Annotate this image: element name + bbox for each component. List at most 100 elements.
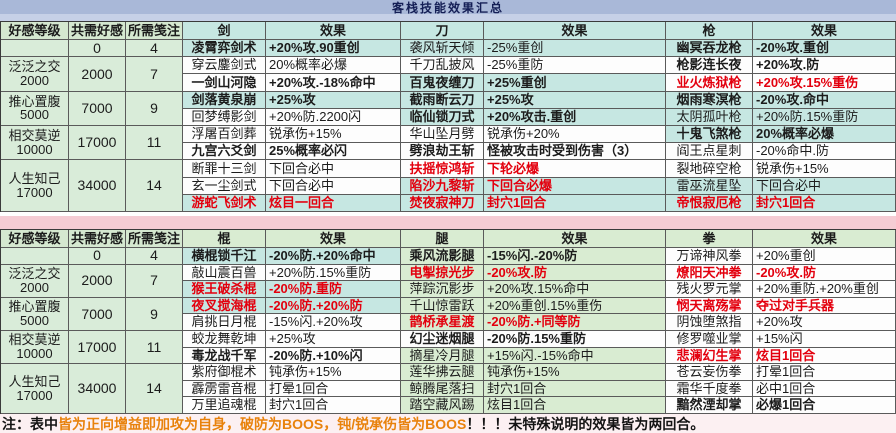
skill-name-cell: 阎王点星刺 bbox=[666, 143, 753, 161]
skill-name-cell: 悯天离殇掌 bbox=[666, 297, 753, 315]
notes-required-cell: 14 bbox=[126, 364, 183, 414]
skill-name-cell: 萍踪沉影步 bbox=[401, 281, 484, 298]
skill-name-cell: 残火罗元掌 bbox=[666, 281, 753, 298]
skill-name-cell: 回梦缚影剑 bbox=[183, 108, 266, 126]
skill-name-cell: 游蛇飞剑术 bbox=[183, 194, 266, 212]
level-cell: 推心置腹 5000 bbox=[1, 91, 69, 126]
skill-effect-cell: 炫目1回合 bbox=[753, 347, 896, 365]
skill-effect-cell: -25%重防 bbox=[484, 57, 666, 75]
skill-effect-cell: 钝承伤+15% bbox=[484, 364, 666, 381]
skill-name-cell: 蛟龙舞乾坤 bbox=[183, 331, 266, 348]
level-threshold: 5000 bbox=[20, 107, 49, 123]
skill-effect-cell: 锐承伤+20% bbox=[484, 126, 666, 144]
skill-name-cell: 穿云鏖剑式 bbox=[183, 57, 266, 75]
weapon-header: 枪 bbox=[666, 22, 753, 40]
skill-name-cell: 电掣掠光步 bbox=[401, 264, 484, 282]
skill-name-cell: 肩挑日月棍 bbox=[183, 314, 266, 331]
skill-name-cell: 夜叉搅海棍 bbox=[183, 297, 266, 315]
skill-name-cell: 浮屠百剑葬 bbox=[183, 126, 266, 144]
level-cell: 人生知己 17000 bbox=[1, 160, 69, 212]
footer-suffix: ！！！未特殊说明的效果皆为两回合。 bbox=[466, 415, 705, 432]
skill-effect-cell: +20%防.15%重防 bbox=[266, 264, 401, 282]
skill-name-cell: 莲华拂云腿 bbox=[401, 364, 484, 381]
skill-name-cell: 猴王破杀棍 bbox=[183, 281, 266, 298]
skill-effect-cell: 钝承伤+15% bbox=[266, 364, 401, 381]
effect-header: 效果 bbox=[753, 230, 896, 248]
skill-name-cell: 太阴孤叶枪 bbox=[666, 108, 753, 126]
skill-name-cell: 烟雨寒溟枪 bbox=[666, 91, 753, 109]
skill-name-cell: 九宫六爻剑 bbox=[183, 143, 266, 161]
skill-effect-cell: 炫目一回合 bbox=[266, 194, 401, 212]
effect-header: 效果 bbox=[266, 230, 401, 248]
skill-effect-cell: -20%命中.防 bbox=[753, 143, 896, 161]
skill-effect-cell: +20%攻.-18%命中 bbox=[266, 74, 401, 92]
skill-name-cell: 万里追魂棍 bbox=[183, 397, 266, 414]
effect-header: 效果 bbox=[484, 22, 666, 40]
weapon-skill-table-bottom: 好感等级 共需好感 所需笺注棍效果腿效果拳效果 0 4 泛泛之交 2000 2000 7 推心置腹… bbox=[0, 229, 896, 414]
skill-name-cell: 横棍锁千江 bbox=[183, 248, 266, 265]
skill-name-cell: 十鬼飞煞枪 bbox=[666, 126, 753, 144]
skill-effect-cell: +20%攻.15%重伤 bbox=[753, 74, 896, 92]
skill-effect-cell: +25%攻 bbox=[266, 91, 401, 109]
skill-name-cell: 鲸腾尾落扫 bbox=[401, 380, 484, 398]
skill-name-cell: 乘风流影腿 bbox=[401, 248, 484, 265]
skill-name-cell: 玄一尘剑式 bbox=[183, 177, 266, 195]
skill-name-cell: 雷巫流星坠 bbox=[666, 177, 753, 195]
skill-effect-cell: -20%攻.重创 bbox=[753, 40, 896, 58]
skill-effect-cell: -20%防.重防 bbox=[266, 281, 401, 298]
column-header: 好感等级 bbox=[1, 22, 69, 40]
skill-name-cell: 截雨断云刀 bbox=[401, 91, 484, 109]
skill-effect-cell: +20%攻 bbox=[753, 314, 896, 331]
skill-effect-cell: 封穴1回合 bbox=[484, 194, 666, 212]
skill-effect-cell: 下回合必中 bbox=[753, 177, 896, 195]
title-bar: 客栈技能效果汇总 bbox=[0, 0, 896, 15]
column-header: 共需好感 bbox=[69, 22, 126, 40]
skill-effect-cell: 封穴1回合 bbox=[484, 380, 666, 398]
skill-name-cell: 裂地碎空枪 bbox=[666, 160, 753, 178]
skill-effect-cell: 封穴1回合 bbox=[753, 194, 896, 212]
skill-effect-cell: 锐承伤+15% bbox=[266, 126, 401, 144]
level-name: 泛泛之交 bbox=[8, 266, 61, 282]
skill-effect-cell: 怪被攻击时受到伤害（3） bbox=[484, 143, 666, 161]
favor-total-cell: 17000 bbox=[69, 126, 126, 161]
skill-effect-cell: 20%概率必爆 bbox=[753, 126, 896, 144]
column-header: 所需笺注 bbox=[126, 22, 183, 40]
notes-required-cell: 11 bbox=[126, 126, 183, 161]
skill-effect-cell: 下回合必爆 bbox=[484, 177, 666, 195]
notes-required-cell: 4 bbox=[126, 40, 183, 58]
skill-name-cell: 帝恨寂厄枪 bbox=[666, 194, 753, 212]
notes-required-cell: 9 bbox=[126, 297, 183, 331]
skill-name-cell: 幽冥吞龙枪 bbox=[666, 40, 753, 58]
level-threshold: 5000 bbox=[20, 312, 49, 328]
skill-effect-cell: -20%防.15%重防 bbox=[484, 331, 666, 348]
skill-effect-cell: -20%防.+同等防 bbox=[484, 314, 666, 331]
skill-name-cell: 摘星冷月腿 bbox=[401, 347, 484, 365]
column-header: 共需好感 bbox=[69, 230, 126, 248]
skill-effect-cell: -20%攻.防 bbox=[753, 264, 896, 282]
skill-effect-cell: +25%重创 bbox=[484, 74, 666, 92]
skill-effect-cell: +20%攻.防 bbox=[753, 57, 896, 75]
level-cell: 泛泛之交 2000 bbox=[1, 264, 69, 298]
level-cell: 相交莫逆 10000 bbox=[1, 126, 69, 161]
skill-name-cell: 黯然湮却掌 bbox=[666, 397, 753, 414]
skill-name-cell: 幻尘迷烟腿 bbox=[401, 331, 484, 348]
column-header: 好感等级 bbox=[1, 230, 69, 248]
footer-prefix: 注：表中 bbox=[2, 415, 58, 432]
level-cell bbox=[1, 40, 69, 58]
skill-effect-cell: 下回合必中 bbox=[266, 160, 401, 178]
skill-effect-cell: -20%攻.防 bbox=[484, 264, 666, 282]
notes-required-cell: 11 bbox=[126, 331, 183, 365]
weapon-header: 棍 bbox=[183, 230, 266, 248]
level-threshold: 2000 bbox=[20, 72, 49, 88]
skill-name-cell: 毒龙战千军 bbox=[183, 347, 266, 365]
skill-name-cell: 华山坠月劈 bbox=[401, 126, 484, 144]
skill-effect-cell: -15%闪.+20%攻 bbox=[266, 314, 401, 331]
skill-effect-cell: +25%攻 bbox=[266, 331, 401, 348]
favor-total-cell: 7000 bbox=[69, 297, 126, 331]
level-name: 推心置腹 bbox=[8, 299, 61, 315]
notes-required-cell: 9 bbox=[126, 91, 183, 126]
favor-total-cell: 34000 bbox=[69, 160, 126, 212]
effect-header: 效果 bbox=[753, 22, 896, 40]
skill-name-cell: 紫府御棍术 bbox=[183, 364, 266, 381]
skill-effect-cell: 打晕1回合 bbox=[266, 380, 401, 398]
